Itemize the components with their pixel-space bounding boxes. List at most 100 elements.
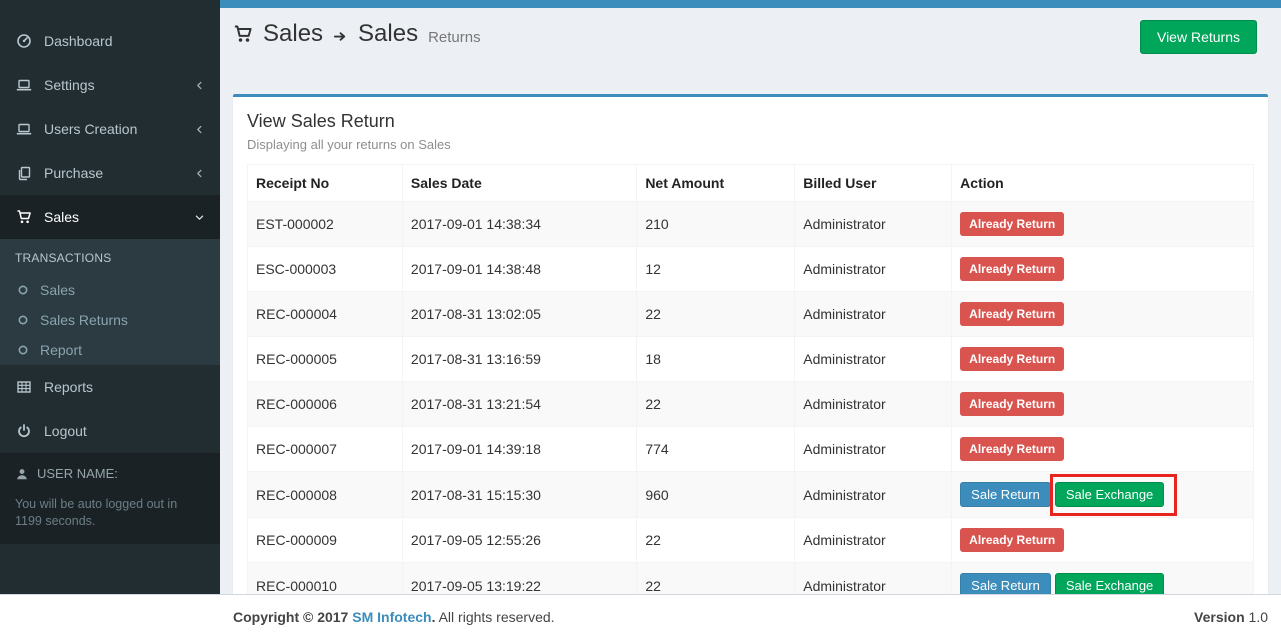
billed-user-cell: Administrator (794, 426, 953, 472)
user-name-label: USER NAME: (37, 466, 118, 481)
sidebar-item-label: Purchase (44, 165, 104, 181)
circle-icon (16, 283, 30, 297)
action-cell: Sale Return Sale Exchange (951, 471, 1254, 518)
table-row: REC-000009 2017-09-05 12:55:26 22 Administr… (247, 517, 1254, 563)
action-cell: Already Return (951, 291, 1254, 337)
already-return-badge: Already Return (960, 437, 1065, 461)
sales-returns-table: Receipt No Sales Date Net Amount Billed … (247, 164, 1254, 609)
action-cell: Already Return (951, 336, 1254, 382)
receipt-no-cell: EST-000002 (247, 201, 403, 247)
submenu-item-sales[interactable]: Sales (0, 275, 220, 305)
sidebar-item-logout[interactable]: Logout (0, 409, 220, 453)
content-header: Sales Sales Returns View Returns (220, 8, 1281, 54)
billed-user-cell: Administrator (794, 471, 953, 518)
submenu-item-sales-returns[interactable]: Sales Returns (0, 305, 220, 335)
sales-date-cell: 2017-09-01 14:38:34 (401, 201, 638, 247)
sidebar: Dashboard Settings Users Creation Purcha… (0, 0, 220, 594)
copy-icon (15, 165, 33, 181)
receipt-no-cell: REC-000007 (247, 426, 403, 472)
table-row: EST-000002 2017-09-01 14:38:34 210 Administ… (247, 201, 1254, 247)
user-icon (15, 467, 29, 481)
sidebar-item-label: Dashboard (44, 33, 113, 49)
sales-date-cell: 2017-08-31 15:15:30 (401, 471, 638, 518)
receipt-no-cell: REC-000008 (247, 471, 403, 518)
action-cell: Already Return (951, 517, 1254, 563)
breadcrumb: Sales Sales Returns (233, 20, 481, 48)
column-header-sales-date: Sales Date (401, 164, 638, 202)
billed-user-cell: Administrator (794, 291, 953, 337)
user-panel: USER NAME: You will be auto logged out i… (0, 453, 220, 544)
chevron-left-icon (194, 80, 205, 91)
receipt-no-cell: REC-000009 (247, 517, 403, 563)
arrow-right-icon (333, 29, 348, 44)
sidebar-item-users-creation[interactable]: Users Creation (0, 107, 220, 151)
circle-icon (16, 343, 30, 357)
sidebar-item-settings[interactable]: Settings (0, 63, 220, 107)
submenu-item-label: Sales (40, 282, 76, 298)
table-icon (15, 379, 33, 395)
sidebar-item-reports[interactable]: Reports (0, 365, 220, 409)
net-amount-cell: 12 (636, 246, 796, 292)
copyright-bold: Copyright © 2017 (233, 609, 349, 625)
laptop-icon (15, 77, 33, 93)
circle-icon (16, 313, 30, 327)
sales-date-cell: 2017-09-05 12:55:26 (401, 517, 638, 563)
breadcrumb-secondary-small: Returns (428, 28, 481, 46)
breadcrumb-primary: Sales (263, 20, 324, 47)
cart-icon (233, 24, 253, 44)
company-link[interactable]: SM Infotech (352, 609, 432, 625)
chevron-left-icon (194, 124, 205, 135)
top-accent-bar (220, 0, 1281, 8)
billed-user-cell: Administrator (794, 381, 953, 427)
version-value: 1.0 (1248, 609, 1268, 625)
sales-date-cell: 2017-09-01 14:38:48 (401, 246, 638, 292)
sale-return-button[interactable]: Sale Return (960, 482, 1051, 507)
already-return-badge: Already Return (960, 302, 1065, 326)
chevron-left-icon (194, 168, 205, 179)
chevron-down-icon (194, 212, 205, 223)
net-amount-cell: 210 (636, 201, 796, 247)
sales-submenu: TRANSACTIONS Sales Sales Returns Report (0, 239, 220, 365)
column-header-receipt-no: Receipt No (247, 164, 403, 202)
rights-text: All rights reserved. (438, 609, 555, 625)
column-header-billed-user: Billed User (794, 164, 953, 202)
sales-date-cell: 2017-08-31 13:02:05 (401, 291, 638, 337)
breadcrumb-secondary: Sales (358, 20, 419, 47)
sidebar-menu: Dashboard Settings Users Creation Purcha… (0, 0, 220, 239)
billed-user-cell: Administrator (794, 517, 953, 563)
action-cell: Already Return (951, 426, 1254, 472)
submenu-item-label: Sales Returns (40, 312, 128, 328)
sidebar-item-label: Users Creation (44, 121, 138, 137)
action-cell: Already Return (951, 201, 1254, 247)
table-row: REC-000006 2017-08-31 13:21:54 22 Administr… (247, 381, 1254, 427)
copyright-suffix: . (431, 609, 436, 625)
already-return-badge: Already Return (960, 212, 1065, 236)
net-amount-cell: 22 (636, 291, 796, 337)
already-return-badge: Already Return (960, 528, 1065, 552)
billed-user-cell: Administrator (794, 336, 953, 382)
cart-icon (15, 209, 33, 225)
version-label: Version (1194, 609, 1245, 625)
version-text: Version 1.0 (1194, 609, 1268, 625)
sales-date-cell: 2017-09-01 14:39:18 (401, 426, 638, 472)
sidebar-item-sales[interactable]: Sales (0, 195, 220, 239)
column-header-action: Action (951, 164, 1254, 202)
receipt-no-cell: REC-000006 (247, 381, 403, 427)
billed-user-cell: Administrator (794, 246, 953, 292)
panel-subtitle: Displaying all your returns on Sales (247, 137, 451, 152)
sidebar-item-purchase[interactable]: Purchase (0, 151, 220, 195)
submenu-item-report[interactable]: Report (0, 335, 220, 365)
net-amount-cell: 22 (636, 381, 796, 427)
action-cell: Already Return (951, 381, 1254, 427)
view-returns-button[interactable]: View Returns (1139, 20, 1257, 54)
sales-return-panel: View Sales Return Displaying all your re… (233, 94, 1268, 622)
sale-exchange-button[interactable]: Sale Exchange (1054, 573, 1165, 598)
panel-title: View Sales Return (247, 111, 395, 131)
auto-logout-note: You will be auto logged out in 1199 seco… (15, 497, 178, 528)
receipt-no-cell: REC-000005 (247, 336, 403, 382)
sale-exchange-button[interactable]: Sale Exchange (1054, 482, 1165, 507)
table-row: ESC-000003 2017-09-01 14:38:48 12 Administr… (247, 246, 1254, 292)
sidebar-item-dashboard[interactable]: Dashboard (0, 19, 220, 63)
submenu-header: TRANSACTIONS (15, 251, 112, 265)
table-row: REC-000004 2017-08-31 13:02:05 22 Administr… (247, 291, 1254, 337)
